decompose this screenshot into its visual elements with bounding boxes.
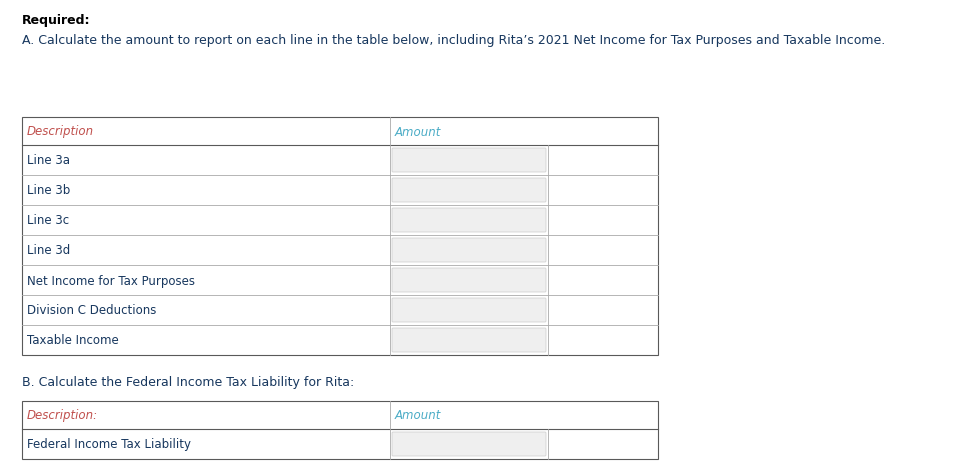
Text: Amount: Amount (395, 125, 441, 138)
FancyBboxPatch shape (392, 149, 546, 173)
Text: Description: Description (27, 125, 94, 138)
Text: Required:: Required: (22, 14, 91, 27)
Text: Description:: Description: (27, 409, 98, 422)
FancyBboxPatch shape (392, 298, 546, 322)
Text: Line 3a: Line 3a (27, 154, 70, 167)
Text: Line 3c: Line 3c (27, 214, 69, 227)
Text: A. Calculate the amount to report on each line in the table below, including Rit: A. Calculate the amount to report on eac… (22, 34, 885, 47)
Text: Division C Deductions: Division C Deductions (27, 304, 157, 317)
FancyBboxPatch shape (392, 208, 546, 232)
Text: Taxable Income: Taxable Income (27, 334, 119, 347)
FancyBboxPatch shape (392, 269, 546, 292)
Text: Line 3b: Line 3b (27, 184, 70, 197)
FancyBboxPatch shape (392, 238, 546, 263)
Bar (22, 118, 658, 355)
Bar (22, 401, 658, 459)
Text: B. Calculate the Federal Income Tax Liability for Rita:: B. Calculate the Federal Income Tax Liab… (22, 375, 355, 388)
FancyBboxPatch shape (392, 179, 546, 203)
Text: Amount: Amount (395, 409, 441, 422)
Text: Net Income for Tax Purposes: Net Income for Tax Purposes (27, 274, 195, 287)
FancyBboxPatch shape (392, 432, 546, 456)
FancyBboxPatch shape (392, 328, 546, 352)
Text: Federal Income Tax Liability: Federal Income Tax Liability (27, 438, 191, 450)
Text: Line 3d: Line 3d (27, 244, 70, 257)
